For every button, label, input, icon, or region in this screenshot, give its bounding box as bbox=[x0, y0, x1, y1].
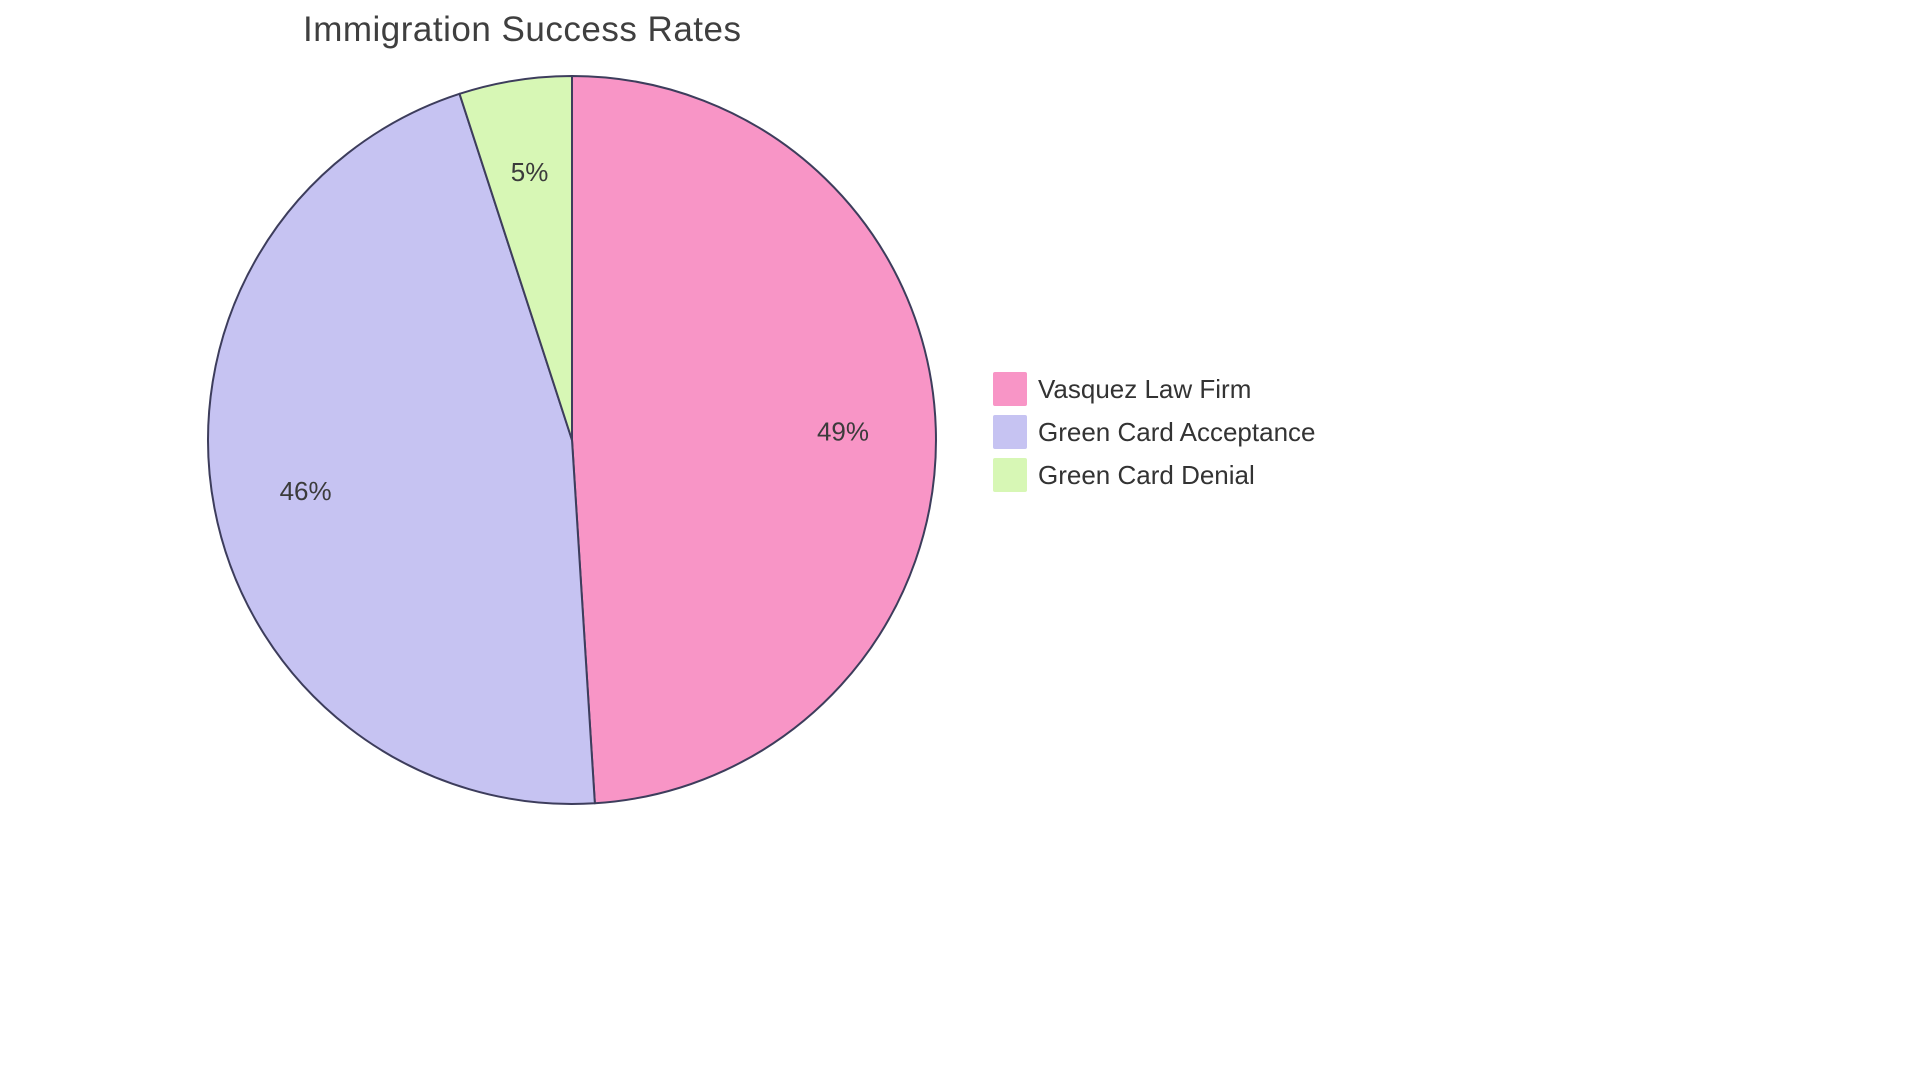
pie-slice-0 bbox=[571, 75, 937, 805]
slice-percentage-label-0: 49% bbox=[817, 417, 869, 447]
legend-item: Vasquez Law Firm bbox=[993, 372, 1316, 406]
legend-label: Vasquez Law Firm bbox=[1038, 373, 1252, 404]
legend-label: Green Card Denial bbox=[1038, 459, 1255, 490]
legend-label: Green Card Acceptance bbox=[1038, 416, 1316, 447]
legend: Vasquez Law Firm Green Card Acceptance G… bbox=[993, 372, 1316, 492]
legend-swatch-0 bbox=[993, 372, 1027, 406]
legend-swatch-1 bbox=[993, 415, 1027, 449]
slice-percentage-label-2: 5% bbox=[511, 157, 549, 187]
legend-swatch-2 bbox=[993, 458, 1027, 492]
legend-item: Green Card Acceptance bbox=[993, 415, 1316, 449]
pie-slice-2 bbox=[458, 75, 573, 441]
chart-title: Immigration Success Rates bbox=[303, 10, 742, 49]
legend-item: Green Card Denial bbox=[993, 458, 1316, 492]
slice-percentage-label-1: 46% bbox=[280, 476, 332, 506]
pie-slice-1 bbox=[207, 92, 596, 805]
